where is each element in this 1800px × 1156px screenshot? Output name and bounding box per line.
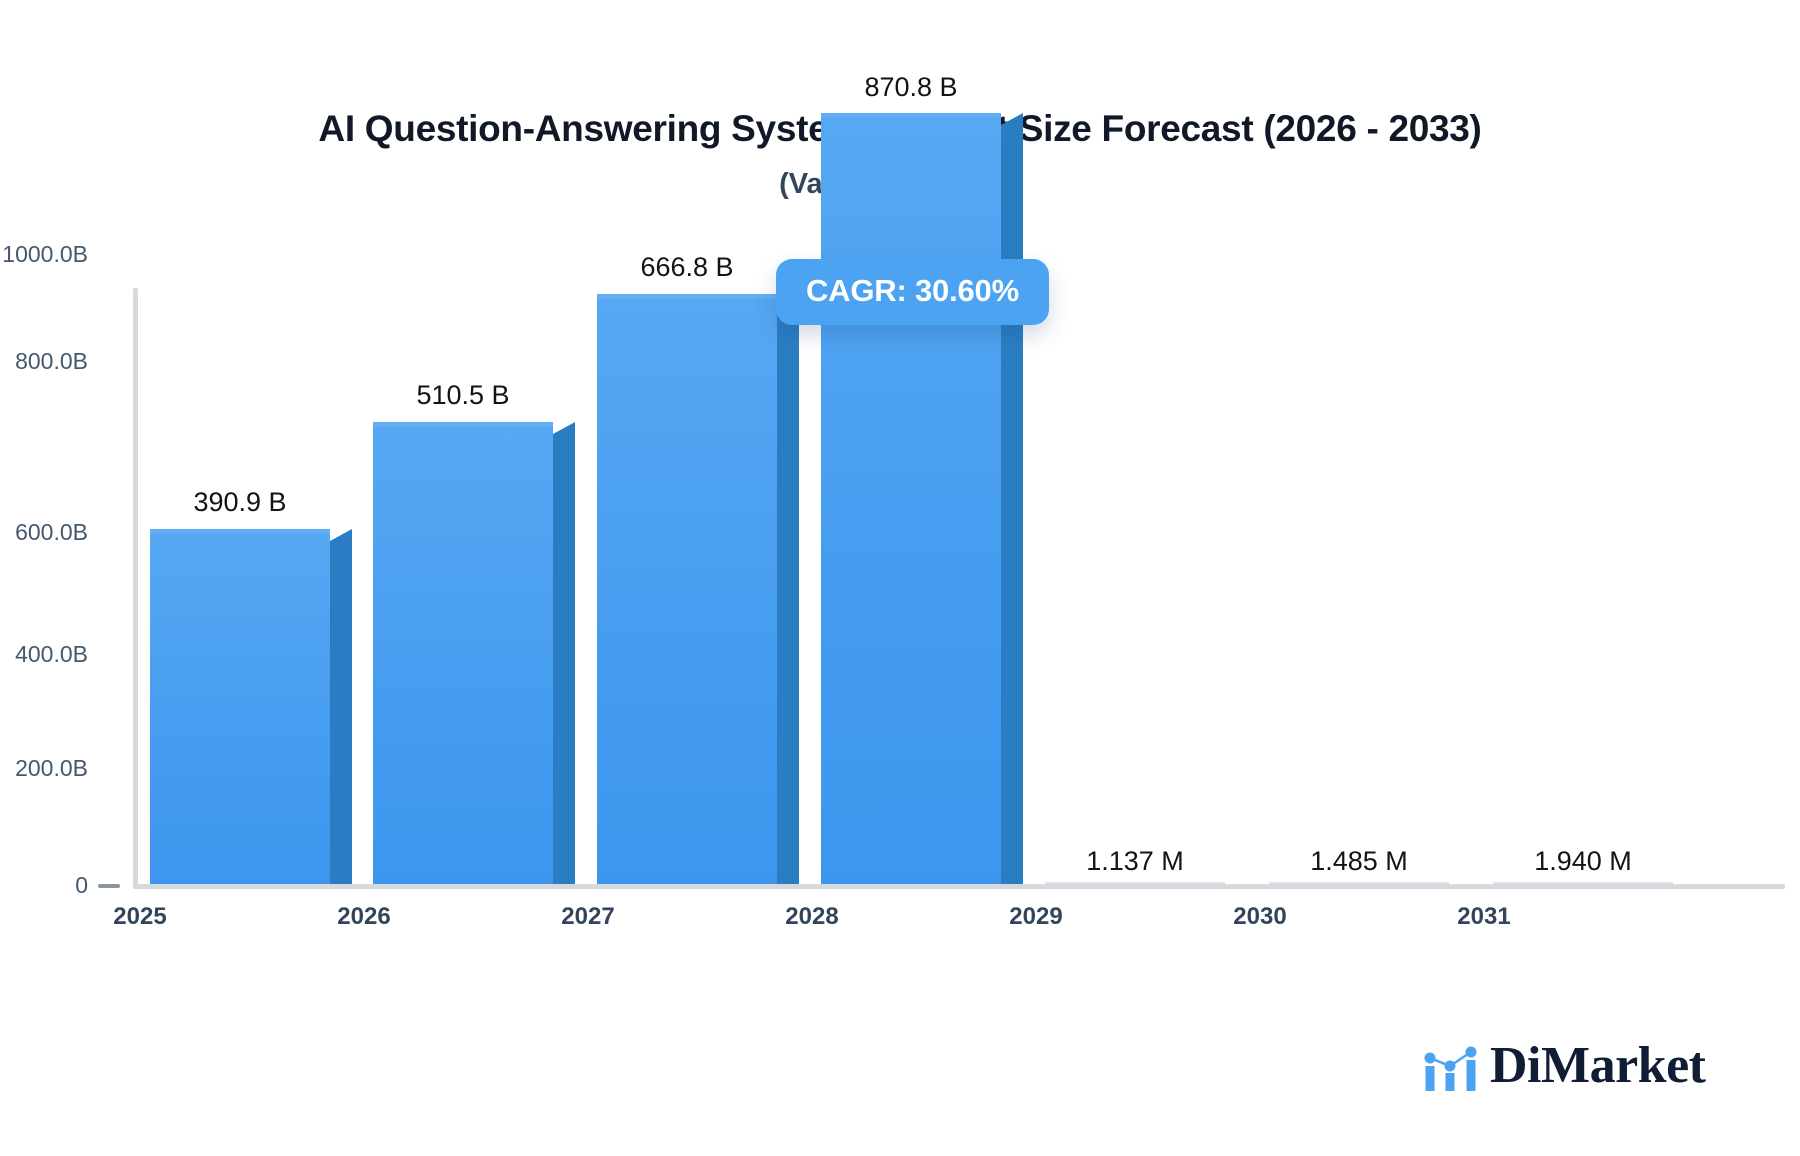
x-axis-baseline	[133, 884, 1785, 889]
xtick-label-2027: 2027	[561, 903, 615, 930]
bar-2027[interactable]	[597, 294, 799, 886]
bar-2026[interactable]	[373, 422, 575, 886]
ytick-label-1000: 1000.0B	[2, 241, 88, 267]
xtick-label-2031: 2031	[1457, 903, 1511, 930]
plot-area: 390.9 B 510.5 B 666.8 B 870.8 B 1.137 M …	[133, 72, 1773, 886]
logo-text: DiMarket	[1490, 1037, 1706, 1094]
bar-chart-dots-icon	[1424, 1040, 1478, 1092]
bar-value-label-2028: 870.8 B	[864, 72, 958, 102]
ytick-label-800: 800.0B	[15, 348, 88, 374]
bar-side-face-2026	[553, 422, 575, 886]
ytick-label-0: 0	[75, 872, 88, 898]
cagr-badge: CAGR: 30.60%	[776, 259, 1049, 325]
y-axis-line	[133, 288, 138, 886]
bar-top-edge-2025	[150, 529, 330, 534]
xtick-label-2030: 2030	[1233, 903, 1287, 930]
bar-front-face-2026	[373, 422, 553, 886]
bar-value-label-2029: 1.137 M	[1086, 846, 1184, 876]
bar-value-label-2030: 1.485 M	[1310, 846, 1408, 876]
bar-front-face-2027	[597, 294, 777, 886]
bar-value-label-2025: 390.9 B	[193, 487, 287, 517]
xtick-label-2029: 2029	[1009, 903, 1063, 930]
bar-top-edge-2027	[597, 294, 777, 299]
xtick-label-2028: 2028	[785, 903, 839, 930]
ytick-label-600: 600.0B	[15, 519, 88, 545]
xtick-label-2026: 2026	[337, 903, 391, 930]
ytick-label-200: 200.0B	[15, 755, 88, 781]
bar-value-label-2026: 510.5 B	[416, 380, 510, 410]
bar-front-face-2025	[150, 529, 330, 886]
bar-side-face-2028	[1001, 113, 1023, 886]
bar-top-edge-2026	[373, 422, 553, 427]
bar-side-face-2025	[330, 529, 352, 886]
bar-2028[interactable]	[821, 113, 1023, 886]
bar-top-edge-2028	[821, 113, 1001, 118]
bar-value-label-2031: 1.940 M	[1534, 846, 1632, 876]
bar-value-label-2027: 666.8 B	[640, 252, 734, 282]
bar-2025[interactable]	[150, 529, 352, 886]
xtick-label-2025: 2025	[113, 903, 167, 930]
bar-front-face-2028	[821, 113, 1001, 886]
ytick-label-400: 400.0B	[15, 641, 88, 667]
zero-tick-mark	[98, 884, 120, 888]
dimarket-logo: DiMarket	[1424, 1037, 1706, 1094]
bar-side-face-2027	[777, 294, 799, 886]
